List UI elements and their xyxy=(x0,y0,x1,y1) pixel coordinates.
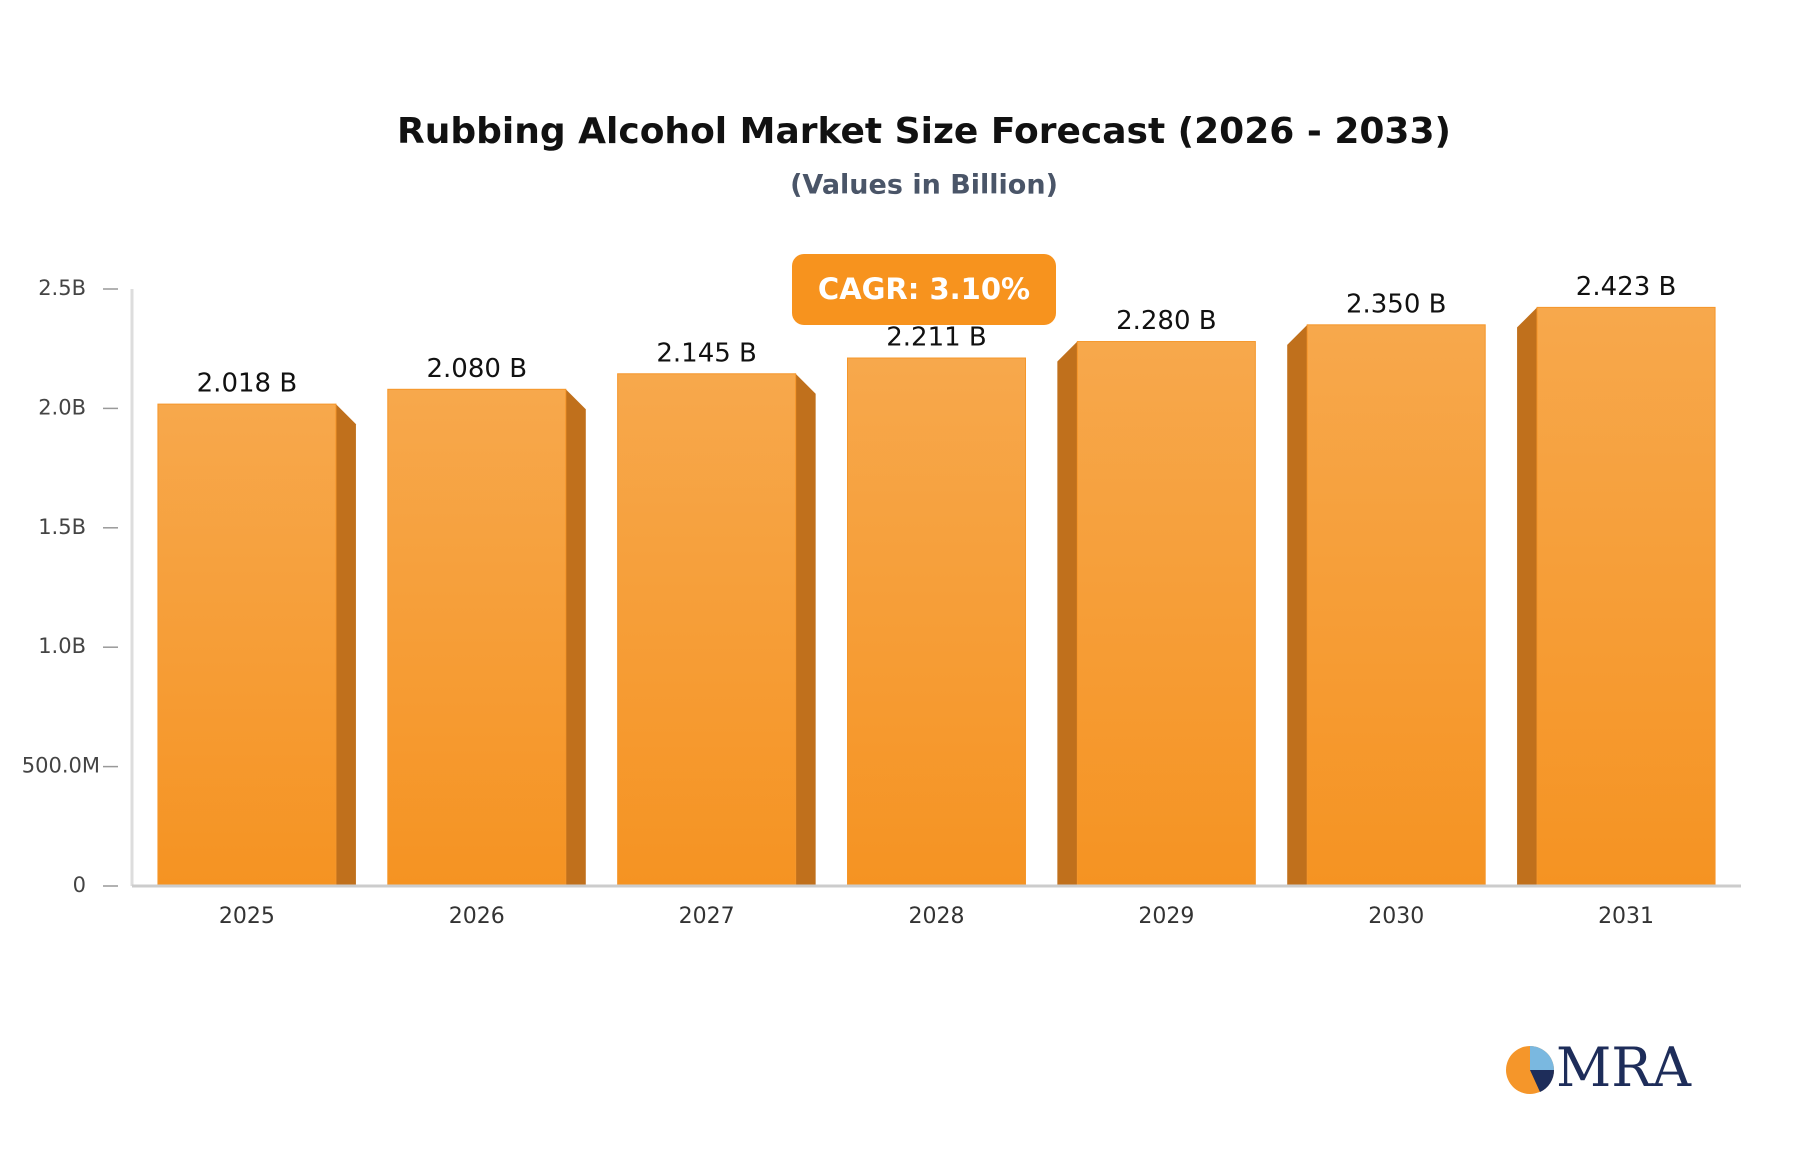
x-tick-label: 2026 xyxy=(449,904,505,929)
x-tick-label: 2028 xyxy=(909,904,965,929)
x-tick-label: 2025 xyxy=(219,904,275,929)
value-label: 2.080 B xyxy=(427,354,528,384)
bar xyxy=(157,403,337,887)
bar xyxy=(847,357,1026,887)
value-label: 2.423 B xyxy=(1576,272,1677,302)
value-label: 2.145 B xyxy=(656,338,757,368)
logo-icon-slice xyxy=(1530,1046,1554,1070)
value-label: 2.350 B xyxy=(1346,289,1447,319)
logo-icon-slice xyxy=(1530,1070,1555,1092)
y-tick-label: 2.5B xyxy=(38,276,86,300)
bar-side xyxy=(795,373,816,886)
y-tick-label: 0 xyxy=(73,873,86,897)
cagr-text: CAGR: 3.10% xyxy=(818,272,1030,306)
bar xyxy=(387,388,567,887)
x-tick-label: 2030 xyxy=(1368,904,1424,929)
bar-side xyxy=(1287,324,1308,886)
chart-title: Rubbing Alcohol Market Size Forecast (20… xyxy=(397,111,1451,152)
y-tick-label: 2.0B xyxy=(38,395,86,419)
cagr-badge: CAGR: 3.10% xyxy=(792,254,1056,325)
bar-side xyxy=(565,389,586,886)
y-tick-label: 500.0M xyxy=(22,754,100,778)
x-tick-label: 2029 xyxy=(1138,904,1194,929)
bar xyxy=(1536,306,1716,887)
y-tick-label: 1.0B xyxy=(38,634,86,658)
cagr-box xyxy=(792,254,1056,325)
logo-text: MRA xyxy=(1556,1036,1692,1099)
bar-side xyxy=(335,404,356,886)
logo: MRA xyxy=(1506,1036,1692,1099)
bar xyxy=(1306,324,1486,887)
value-label: 2.280 B xyxy=(1116,306,1217,336)
bar xyxy=(617,373,797,887)
y-tick-label: 1.5B xyxy=(38,515,86,539)
value-label: 2.018 B xyxy=(197,369,298,399)
bar xyxy=(1076,341,1256,887)
value-label: 2.211 B xyxy=(886,323,987,353)
bar-side xyxy=(1517,307,1538,887)
x-tick-label: 2031 xyxy=(1598,904,1654,929)
x-tick-label: 2027 xyxy=(679,904,735,929)
chart-subtitle: (Values in Billion) xyxy=(790,170,1058,201)
bar-side xyxy=(1057,341,1078,886)
